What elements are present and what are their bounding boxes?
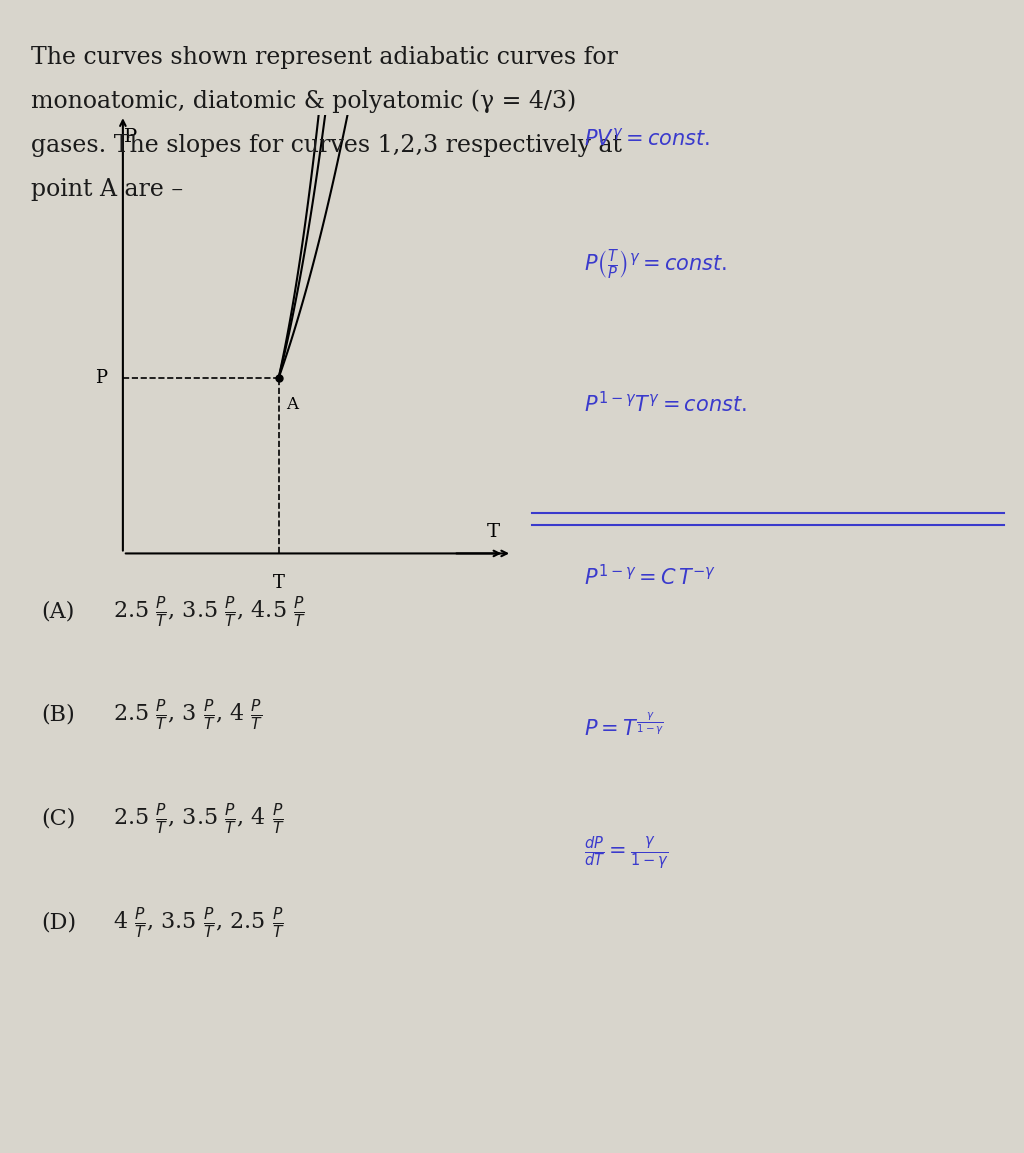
Text: monoatomic, diatomic & polyatomic (γ = 4/3): monoatomic, diatomic & polyatomic (γ = 4… xyxy=(31,90,575,113)
Text: (A): (A) xyxy=(41,600,75,623)
Text: T: T xyxy=(487,523,501,541)
Text: $P^{1-\gamma} = C\,T^{-\gamma}$: $P^{1-\gamma} = C\,T^{-\gamma}$ xyxy=(584,564,716,589)
Text: 2.5 $\frac{P}{T}$, 3.5 $\frac{P}{T}$, 4 $\frac{P}{T}$: 2.5 $\frac{P}{T}$, 3.5 $\frac{P}{T}$, 4 … xyxy=(113,801,284,836)
Text: 2.5 $\frac{P}{T}$, 3 $\frac{P}{T}$, 4 $\frac{P}{T}$: 2.5 $\frac{P}{T}$, 3 $\frac{P}{T}$, 4 $\… xyxy=(113,698,263,732)
Text: 2.5 $\frac{P}{T}$, 3.5 $\frac{P}{T}$, 4.5 $\frac{P}{T}$: 2.5 $\frac{P}{T}$, 3.5 $\frac{P}{T}$, 4.… xyxy=(113,594,305,628)
Text: $P^{1-\gamma}T^{\gamma} = const.$: $P^{1-\gamma}T^{\gamma} = const.$ xyxy=(584,391,746,416)
Text: point A are –: point A are – xyxy=(31,178,183,201)
Text: $P = T^{\frac{\gamma}{1-\gamma}}$: $P = T^{\frac{\gamma}{1-\gamma}}$ xyxy=(584,713,664,740)
Text: $PV^{\gamma} = const.$: $PV^{\gamma} = const.$ xyxy=(584,127,710,150)
Text: P: P xyxy=(95,369,108,387)
Text: P: P xyxy=(124,128,137,146)
Text: $\frac{dP}{dT} = \frac{\gamma}{1-\gamma}$: $\frac{dP}{dT} = \frac{\gamma}{1-\gamma}… xyxy=(584,835,669,872)
Text: (B): (B) xyxy=(41,703,75,726)
Text: 4 $\frac{P}{T}$, 3.5 $\frac{P}{T}$, 2.5 $\frac{P}{T}$: 4 $\frac{P}{T}$, 3.5 $\frac{P}{T}$, 2.5 … xyxy=(113,905,284,940)
Text: $P\left(\frac{T}{P}\right)^{\gamma} = const.$: $P\left(\frac{T}{P}\right)^{\gamma} = co… xyxy=(584,248,727,282)
Text: T: T xyxy=(272,574,285,593)
Text: gases. The slopes for curves 1,2,3 respectively at: gases. The slopes for curves 1,2,3 respe… xyxy=(31,134,622,157)
Text: (D): (D) xyxy=(41,911,76,934)
Text: The curves shown represent adiabatic curves for: The curves shown represent adiabatic cur… xyxy=(31,46,617,69)
Text: A: A xyxy=(287,395,298,413)
Text: (C): (C) xyxy=(41,807,76,830)
